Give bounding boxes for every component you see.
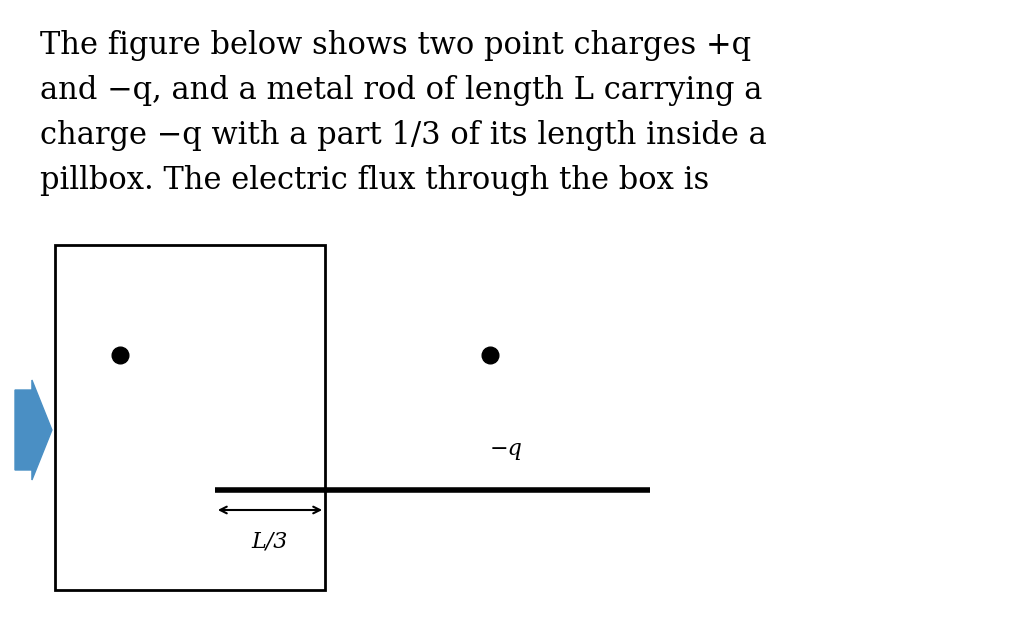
Bar (55, 245, 325, 590)
Text: and −q, and a metal rod of length L carrying a: and −q, and a metal rod of length L carr… (40, 75, 763, 106)
Text: The figure below shows two point charges +q: The figure below shows two point charges… (40, 30, 752, 61)
Text: −q: −q (490, 438, 523, 460)
Text: pillbox. The electric flux through the box is: pillbox. The electric flux through the b… (40, 165, 710, 196)
Text: L/3: L/3 (252, 530, 288, 552)
FancyArrow shape (15, 380, 52, 480)
Text: charge −q with a part 1/3 of its length inside a: charge −q with a part 1/3 of its length … (40, 120, 767, 151)
